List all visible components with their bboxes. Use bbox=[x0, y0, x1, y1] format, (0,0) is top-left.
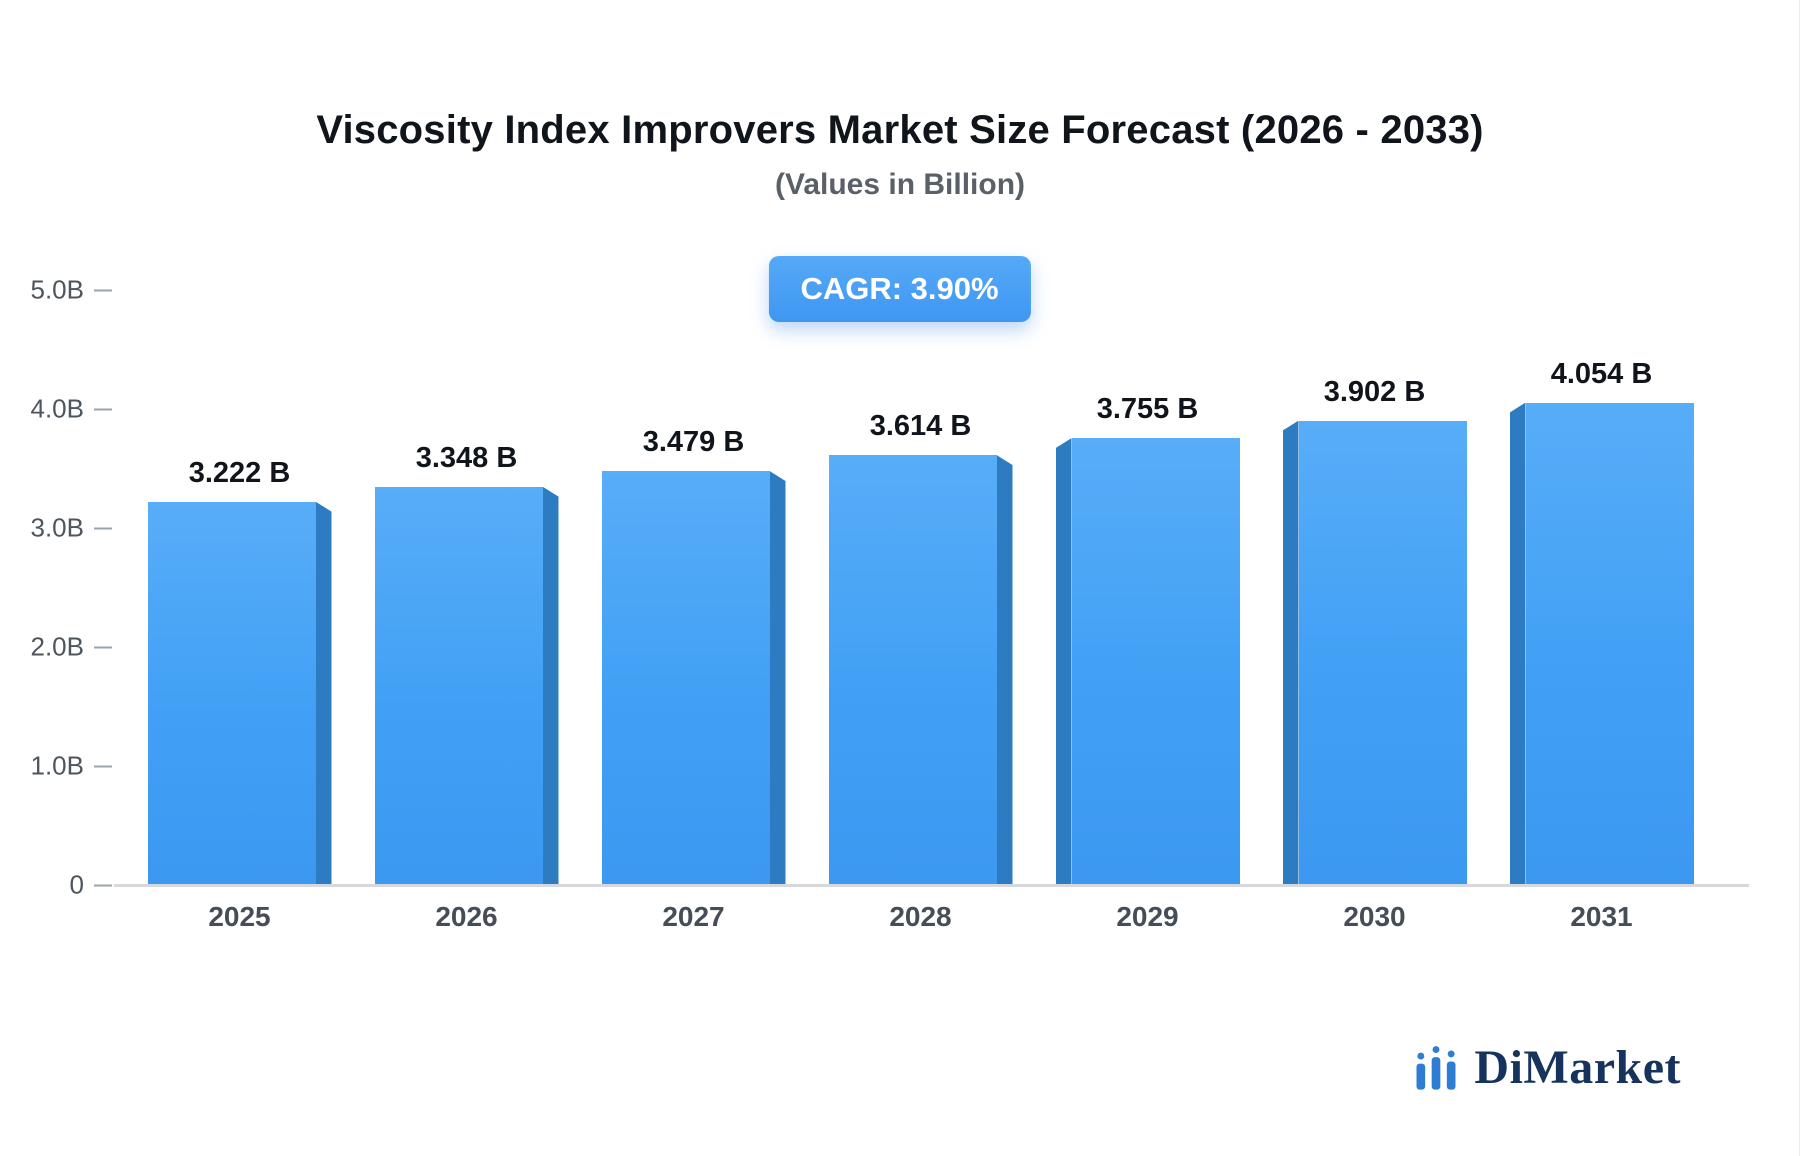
bar-group-2028: 3.614 B bbox=[807, 290, 1034, 885]
y-tick: 2.0B bbox=[30, 631, 112, 663]
bar-value-label: 3.222 B bbox=[188, 456, 291, 489]
bar-group-2031: 4.054 B bbox=[1488, 290, 1715, 885]
dimarket-logo-text: DiMarket bbox=[1474, 1041, 1681, 1094]
cagr-badge: CAGR: 3.90% bbox=[768, 256, 1031, 322]
x-axis-label: 2025 bbox=[208, 901, 271, 932]
bar-3d-side bbox=[1055, 438, 1072, 885]
y-tick-mark bbox=[94, 765, 112, 767]
bar-face bbox=[1071, 438, 1240, 885]
bar bbox=[147, 501, 332, 885]
bar bbox=[828, 454, 1013, 885]
y-tick: 5.0B bbox=[30, 274, 112, 306]
y-tick: 3.0B bbox=[30, 512, 112, 544]
y-tick-label: 0 bbox=[69, 869, 84, 900]
bar-face bbox=[147, 501, 316, 885]
bar-face bbox=[601, 471, 770, 885]
bar-3d-side bbox=[315, 501, 332, 885]
x-axis-labels: 2025 2026 2027 2028 2029 2030 2031 bbox=[126, 901, 1715, 933]
y-tick-mark bbox=[94, 408, 112, 410]
bar-3d-side bbox=[1282, 420, 1299, 885]
bar-chart-logo-icon bbox=[1416, 1045, 1456, 1090]
y-tick-mark bbox=[94, 646, 112, 648]
bar bbox=[601, 471, 786, 885]
x-axis-label: 2028 bbox=[889, 901, 952, 932]
bar-group-2027: 3.479 B bbox=[580, 290, 807, 885]
bar-face bbox=[1525, 402, 1694, 885]
bar-value-label: 3.755 B bbox=[1096, 393, 1199, 426]
bar-value-label: 4.054 B bbox=[1550, 357, 1653, 390]
bar-group-2026: 3.348 B bbox=[353, 290, 580, 885]
x-axis-label: 2027 bbox=[662, 901, 725, 932]
dimarket-logo: DiMarket bbox=[1410, 1040, 1681, 1095]
y-tick-label: 1.0B bbox=[30, 750, 85, 781]
bar-value-label: 3.479 B bbox=[642, 426, 745, 458]
bar-group-2029: 3.755 B bbox=[1034, 290, 1261, 885]
bar-3d-side bbox=[769, 471, 786, 885]
bars-container: 3.222 B 3.348 B 3.479 B 3.614 B 3.755 B 3.902… bbox=[126, 290, 1715, 885]
y-tick-mark bbox=[94, 527, 112, 529]
bar-face bbox=[1298, 420, 1467, 885]
bar-value-label: 3.614 B bbox=[869, 409, 972, 442]
y-tick-mark bbox=[94, 289, 112, 291]
bar-face bbox=[374, 486, 543, 885]
y-tick-label: 2.0B bbox=[30, 631, 85, 662]
y-tick: 4.0B bbox=[30, 393, 112, 425]
bar-3d-side bbox=[542, 486, 559, 885]
bar-face bbox=[828, 454, 997, 885]
y-tick: 0 bbox=[70, 870, 112, 901]
bar-value-label: 3.902 B bbox=[1323, 375, 1426, 408]
y-tick-label: 5.0B bbox=[30, 274, 85, 305]
x-axis-label: 2031 bbox=[1570, 901, 1633, 932]
x-axis-line bbox=[114, 884, 1749, 887]
bar bbox=[1509, 402, 1694, 885]
bar bbox=[1055, 438, 1240, 885]
chart-subtitle: (Values in Billion) bbox=[774, 168, 1026, 201]
bar bbox=[374, 486, 559, 885]
x-axis-label: 2026 bbox=[435, 901, 498, 932]
x-axis-label: 2029 bbox=[1116, 901, 1179, 932]
chart-title: Viscosity Index Improvers Market Size Fo… bbox=[316, 108, 1484, 152]
plot-area: 0 1.0B 2.0B 3.0B 4.0B 5.0B 3.222 B 3.348 B 3.47… bbox=[31, 275, 1749, 932]
x-axis-label: 2030 bbox=[1343, 901, 1406, 932]
y-tick-label: 3.0B bbox=[30, 512, 85, 543]
y-tick-label: 4.0B bbox=[30, 393, 85, 424]
y-tick-mark bbox=[94, 884, 112, 886]
bar-group-2025: 3.222 B bbox=[126, 290, 353, 885]
bar-value-label: 3.348 B bbox=[415, 441, 518, 474]
bar-3d-side bbox=[996, 454, 1013, 885]
bar-3d-side bbox=[1509, 402, 1526, 885]
y-tick: 1.0B bbox=[30, 750, 112, 782]
bar-group-2030: 3.902 B bbox=[1261, 290, 1488, 885]
bar bbox=[1282, 420, 1467, 885]
